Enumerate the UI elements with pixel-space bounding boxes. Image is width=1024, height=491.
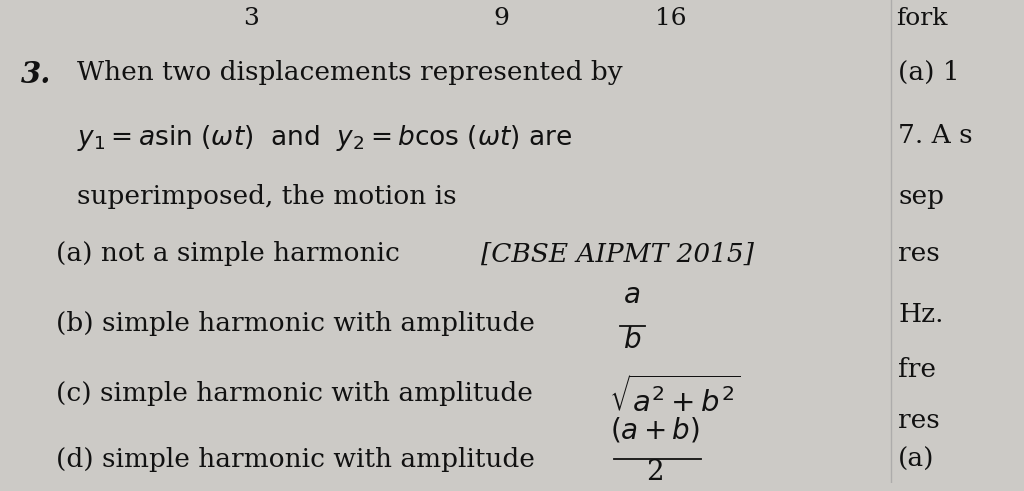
Text: res: res	[898, 408, 940, 433]
Text: (c) simple harmonic with amplitude: (c) simple harmonic with amplitude	[56, 382, 534, 407]
Text: superimposed, the motion is: superimposed, the motion is	[77, 184, 457, 209]
Text: 9: 9	[494, 7, 510, 30]
Text: 7. A s: 7. A s	[898, 123, 973, 148]
Text: sep: sep	[898, 184, 944, 209]
Text: (a) not a simple harmonic: (a) not a simple harmonic	[56, 242, 400, 267]
Text: Hz.: Hz.	[898, 302, 943, 327]
Text: (a) 1: (a) 1	[898, 60, 959, 85]
Text: 3: 3	[243, 7, 259, 30]
Text: 3.: 3.	[20, 60, 51, 89]
Text: 2: 2	[646, 459, 665, 486]
Text: fre: fre	[898, 357, 936, 382]
Text: fork: fork	[896, 7, 947, 30]
Text: $y_1 = a\sin\,(\omega t)$  and  $y_2 = b\cos\,(\omega t)$ are: $y_1 = a\sin\,(\omega t)$ and $y_2 = b\c…	[77, 123, 572, 153]
Text: When two displacements represented by: When two displacements represented by	[77, 60, 623, 85]
Text: $b$: $b$	[623, 326, 641, 354]
Text: (b) simple harmonic with amplitude: (b) simple harmonic with amplitude	[56, 311, 536, 336]
Text: (d) simple harmonic with amplitude: (d) simple harmonic with amplitude	[56, 447, 536, 472]
Text: $a$: $a$	[624, 281, 640, 309]
Text: (a): (a)	[898, 447, 935, 472]
Text: res: res	[898, 242, 940, 267]
Text: 16: 16	[655, 7, 686, 30]
Text: $\sqrt{a^2+b^2}$: $\sqrt{a^2+b^2}$	[609, 377, 741, 418]
Text: $(a+b)$: $(a+b)$	[610, 415, 700, 444]
Text: [CBSE AIPMT 2015]: [CBSE AIPMT 2015]	[481, 242, 754, 267]
